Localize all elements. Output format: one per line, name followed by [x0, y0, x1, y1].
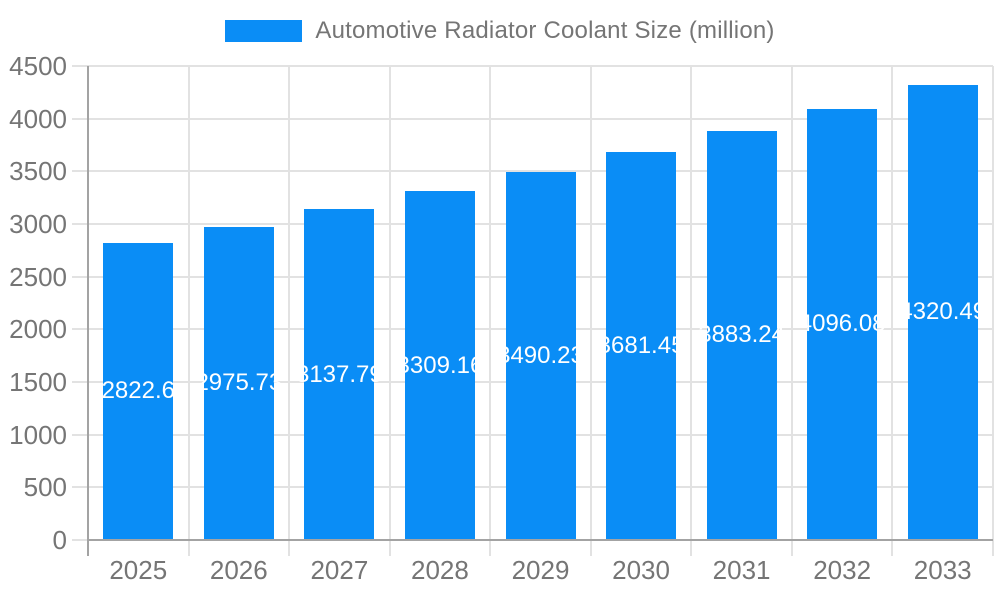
gridline-horizontal	[72, 117, 993, 120]
gridline-vertical	[891, 66, 894, 556]
y-axis-tick-label: 2000	[9, 314, 67, 345]
x-axis-tick-label: 2028	[411, 555, 469, 585]
legend: Automotive Radiator Coolant Size (millio…	[0, 16, 1000, 46]
gridline-horizontal	[72, 170, 993, 173]
gridline-vertical	[589, 66, 592, 556]
y-axis-tick-label: 500	[23, 472, 67, 503]
y-axis-tick-label: 3000	[9, 209, 67, 239]
x-axis-tick-label: 2033	[913, 555, 972, 585]
x-axis-tick-label: 2025	[109, 555, 168, 585]
x-axis-tick-label: 2032	[813, 555, 872, 585]
gridline-vertical	[690, 66, 693, 556]
bar	[304, 209, 375, 540]
bar	[706, 130, 777, 540]
gridline-vertical	[992, 66, 994, 556]
y-axis-tick-label: 2500	[9, 261, 67, 292]
x-axis-line	[88, 539, 993, 541]
bar	[203, 226, 274, 540]
x-axis-tick-label: 2031	[712, 555, 771, 585]
x-axis-tick-label: 2029	[511, 555, 570, 585]
gridline-vertical	[790, 66, 793, 556]
y-axis-line	[87, 66, 89, 556]
legend-label: Automotive Radiator Coolant Size (millio…	[315, 17, 775, 44]
bar-value-label: 4096.08	[798, 310, 886, 338]
y-axis-tick-label: 4000	[9, 103, 67, 134]
y-axis-tick-label: 4500	[9, 51, 67, 81]
bar-value-label: 3681.45	[597, 332, 685, 360]
gridline-vertical	[187, 66, 190, 556]
bar-value-label: 3883.24	[698, 321, 785, 349]
bar-value-label: 3490.23	[497, 342, 584, 370]
gridline-vertical	[388, 66, 391, 556]
bar	[606, 152, 677, 540]
y-axis-tick-label: 1000	[9, 419, 67, 450]
x-axis-tick-label: 2027	[310, 555, 369, 585]
y-axis-tick-label: 3500	[9, 156, 67, 187]
bar	[103, 242, 174, 540]
gridline-horizontal	[72, 65, 993, 67]
bar-value-label: 2975.73	[195, 369, 283, 397]
bar-value-label: 2822.6	[101, 377, 175, 405]
bar	[807, 108, 878, 540]
bar-value-label: 4320.49	[899, 298, 987, 326]
bar	[505, 172, 576, 540]
y-axis-tick-label: 0	[52, 525, 67, 555]
gridline-vertical	[489, 66, 492, 556]
gridline-vertical	[288, 66, 291, 556]
bar-value-label: 3137.79	[295, 360, 383, 388]
bar	[907, 84, 978, 540]
x-axis-tick-label: 2026	[209, 555, 268, 585]
x-axis-tick-label: 2030	[612, 555, 670, 585]
bar	[404, 191, 475, 540]
y-axis-tick-label: 1500	[9, 367, 67, 397]
bar-value-label: 3309.16	[396, 351, 484, 379]
legend-swatch	[225, 20, 303, 42]
